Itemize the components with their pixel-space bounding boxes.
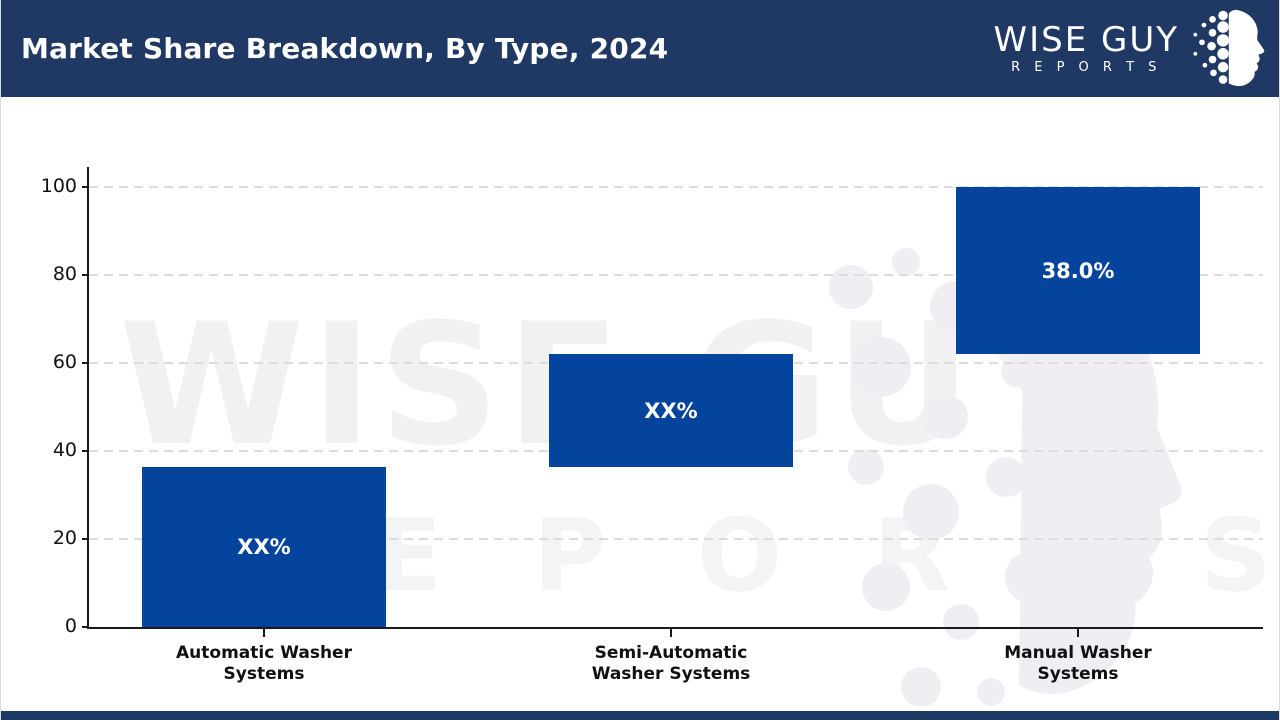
bar-value-label: XX% — [237, 534, 291, 559]
y-tick-label: 100 — [40, 175, 77, 197]
y-tick-label: 60 — [52, 351, 77, 373]
x-axis-category-label: Semi-Automatic Washer Systems — [591, 643, 751, 684]
y-tick-label: 20 — [52, 527, 77, 549]
y-tick — [82, 626, 89, 628]
gridline — [89, 186, 1263, 188]
y-tick — [82, 362, 89, 364]
x-tick — [263, 629, 265, 637]
header: Market Share Breakdown, By Type, 2024 WI… — [1, 0, 1279, 97]
x-axis-category-label: Automatic Washer Systems — [176, 643, 352, 684]
bar-automatic-washer-systems: XX% — [142, 466, 386, 627]
gridline — [89, 538, 1263, 540]
page-title: Market Share Breakdown, By Type, 2024 — [21, 32, 669, 65]
logo-subtitle: R E P O R T S — [1011, 60, 1162, 75]
gridline — [89, 274, 1263, 276]
bar-value-label: XX% — [644, 398, 698, 423]
x-axis-line — [87, 627, 1263, 629]
x-axis-category-label: Manual Washer Systems — [1004, 643, 1152, 684]
x-tick — [670, 629, 672, 637]
y-tick-label: 40 — [52, 439, 77, 461]
y-tick — [82, 450, 89, 452]
y-tick — [82, 274, 89, 276]
plot: 0 20 40 60 80 100 XX% XX% 38.0% Automatic Washer S… — [1, 97, 1279, 711]
logo-wordmark: WISE GUY — [993, 20, 1179, 60]
bar-manual-washer-systems: 38.0% — [956, 187, 1200, 355]
bar-value-label: 38.0% — [1041, 258, 1115, 283]
footer-bar — [1, 711, 1279, 720]
y-tick-label: 0 — [64, 615, 77, 637]
y-axis-line — [87, 167, 89, 629]
x-tick — [1077, 629, 1079, 637]
y-tick-label: 80 — [52, 263, 77, 285]
bar-semi-automatic-washer-systems: XX% — [549, 354, 793, 467]
y-tick — [82, 538, 89, 540]
chart-area: WISE GUY R E P O R T S 020406080100XX%XX… — [1, 97, 1279, 711]
y-tick — [82, 186, 89, 188]
brand-logo: WISE GUY R E P O R T S — [993, 6, 1267, 92]
logo-head-icon — [1193, 9, 1265, 86]
